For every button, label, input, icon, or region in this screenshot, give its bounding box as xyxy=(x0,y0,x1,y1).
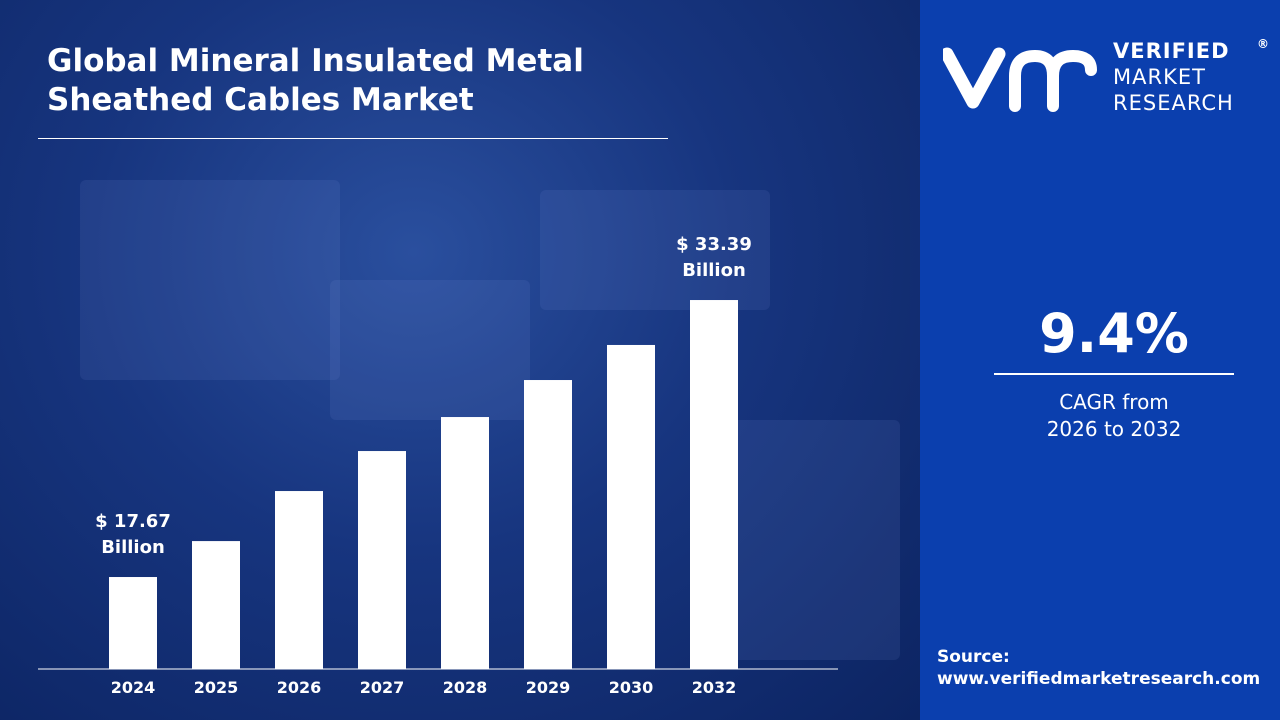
bar-2027 xyxy=(358,451,406,669)
x-tick-label: 2026 xyxy=(277,678,322,697)
bar-2030 xyxy=(607,344,655,669)
x-tick-label: 2029 xyxy=(526,678,571,697)
title-line-1: Global Mineral Insulated Metal xyxy=(47,43,584,79)
cagr-label-line-2: 2026 to 2032 xyxy=(1046,417,1182,441)
x-tick-label: 2028 xyxy=(443,678,488,697)
bar-chart: 2024 $ 17.67 Billion 2025 2026 2027 2028 2029 20… xyxy=(0,0,920,720)
source-url: www.verifiedmarketresearch.com xyxy=(937,669,1261,689)
title-line-2: Sheathed Cables Market xyxy=(47,82,474,118)
bar-2029 xyxy=(524,380,572,669)
cagr-label: CAGR from 2026 to 2032 xyxy=(994,389,1234,443)
registered-mark: ® xyxy=(1257,37,1269,51)
data-label: $ 17.67 xyxy=(95,511,171,532)
cagr-divider xyxy=(994,373,1234,375)
data-label: Billion xyxy=(101,537,165,558)
x-tick-label: 2027 xyxy=(360,678,405,697)
title-divider xyxy=(38,138,668,139)
info-panel xyxy=(920,0,1280,720)
x-tick-label: 2032 xyxy=(692,678,737,697)
data-label: Billion xyxy=(682,260,746,281)
logo-v xyxy=(943,47,1006,109)
cagr-label-line-1: CAGR from xyxy=(1059,390,1169,414)
vmr-logo: VERIFIED MARKET RESEARCH ® xyxy=(943,37,1269,115)
chart-title: Global Mineral Insulated Metal Sheathed … xyxy=(47,42,584,120)
bar-2026 xyxy=(275,491,323,669)
bar-2024 xyxy=(109,577,157,669)
x-tick-label: 2024 xyxy=(111,678,156,697)
bar-2025 xyxy=(192,541,240,669)
source-label: Source: xyxy=(937,647,1010,667)
source: Source: www.verifiedmarketresearch.com xyxy=(937,646,1260,690)
logo-text-verified: VERIFIED xyxy=(1113,39,1230,63)
bar-2028 xyxy=(441,417,489,669)
bar-2032 xyxy=(690,300,738,669)
logo-text-market: MARKET xyxy=(1113,65,1206,89)
logo-text-research: RESEARCH xyxy=(1113,91,1234,115)
data-label: $ 33.39 xyxy=(676,234,752,255)
logo-mr xyxy=(1009,49,1097,112)
x-tick-label: 2030 xyxy=(609,678,654,697)
x-tick-label: 2025 xyxy=(194,678,239,697)
cagr-value: 9.4% xyxy=(1039,302,1189,365)
